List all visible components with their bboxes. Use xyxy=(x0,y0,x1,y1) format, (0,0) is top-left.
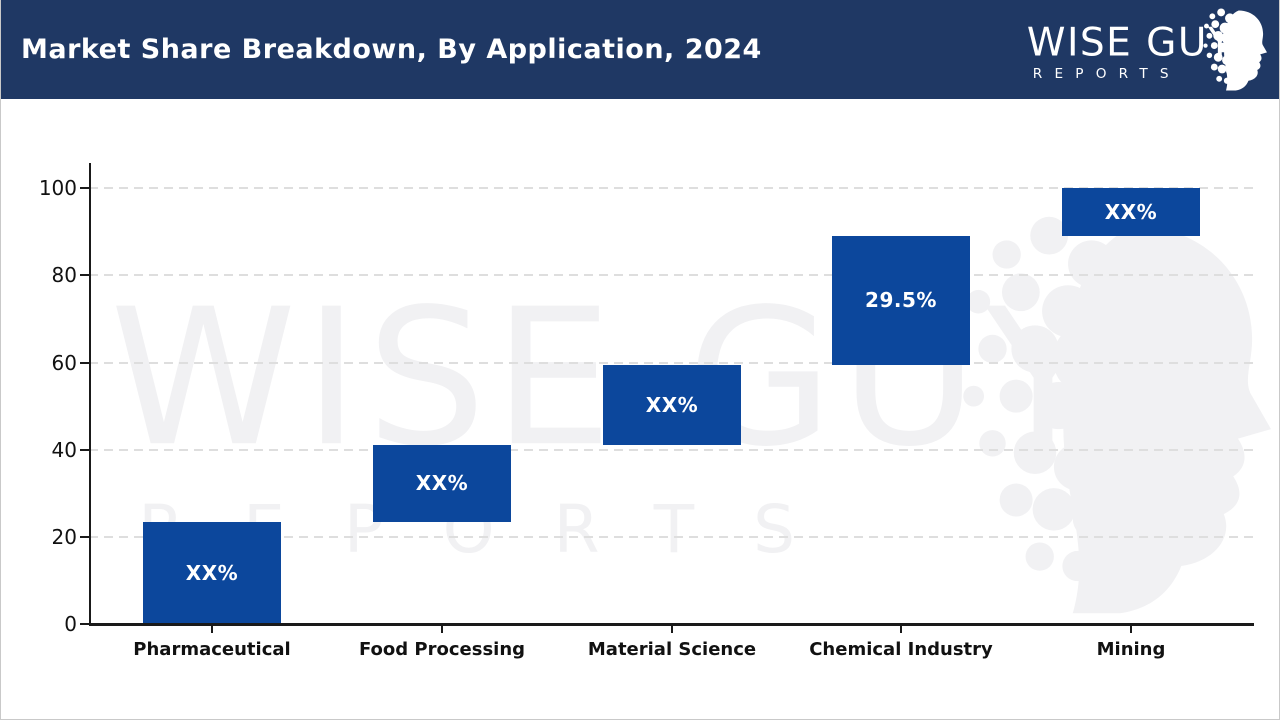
gridline-20 xyxy=(89,535,1254,538)
bar-value-label: XX% xyxy=(645,393,699,418)
x-axis-category-label: Mining xyxy=(1096,639,1166,660)
x-axis-tick-mark xyxy=(211,626,213,633)
y-axis-tick-mark xyxy=(80,623,89,625)
bar-value-label: 29.5% xyxy=(865,288,937,313)
gridline-40 xyxy=(89,448,1254,451)
y-axis-tick-mark xyxy=(80,535,89,538)
gridline-100 xyxy=(89,187,1254,190)
bar-food-processing: XX% xyxy=(373,445,511,522)
wiseguy-logo xyxy=(1023,6,1267,93)
y-axis-tick-label: 20 xyxy=(51,524,77,549)
y-axis-tick-label: 100 xyxy=(38,176,77,201)
x-axis-category-label: Food Processing xyxy=(358,639,526,660)
bar-value-label: XX% xyxy=(1104,200,1158,225)
wiseguy-logo-svg xyxy=(1026,8,1267,91)
y-axis-tick-mark xyxy=(80,448,89,451)
y-axis-tick-label: 60 xyxy=(51,350,77,375)
x-axis-tick-mark xyxy=(900,626,902,633)
y-axis-spine xyxy=(89,163,91,626)
bar-mining: XX% xyxy=(1062,188,1200,237)
bar-value-label: XX% xyxy=(185,560,239,585)
y-axis-tick-label: 0 xyxy=(64,612,77,636)
y-axis-tick-label: 80 xyxy=(51,263,77,288)
x-axis-tick-mark xyxy=(441,626,443,633)
x-axis-category-label: Pharmaceutical xyxy=(133,639,291,660)
y-axis-tick-mark xyxy=(80,361,89,364)
header: Market Share Breakdown, By Application, … xyxy=(1,0,1279,99)
x-axis-category-label: Chemical Industry xyxy=(809,639,993,660)
y-axis-tick-mark xyxy=(80,274,89,277)
x-axis-category-label: Material Science xyxy=(587,639,757,660)
gridline-60 xyxy=(89,361,1254,364)
gridline-80 xyxy=(89,274,1254,277)
x-axis-line xyxy=(89,623,1254,626)
y-axis-tick-mark xyxy=(80,187,89,190)
x-axis-tick-mark xyxy=(1130,626,1132,633)
bar-pharmaceutical: XX% xyxy=(143,521,281,624)
y-axis-tick-label: 40 xyxy=(51,437,77,462)
bar-chemical-industry: 29.5% xyxy=(832,236,970,365)
chart-section: 0 20 40 60 80 100 XX% XX% XX% 29.5% XX% Pharmaceuti… xyxy=(1,99,1279,719)
chart-title: Market Share Breakdown, By Application, … xyxy=(21,34,762,65)
bar-material-science: XX% xyxy=(603,364,741,446)
bar-value-label: XX% xyxy=(415,471,469,496)
x-axis-tick-mark xyxy=(671,626,673,633)
